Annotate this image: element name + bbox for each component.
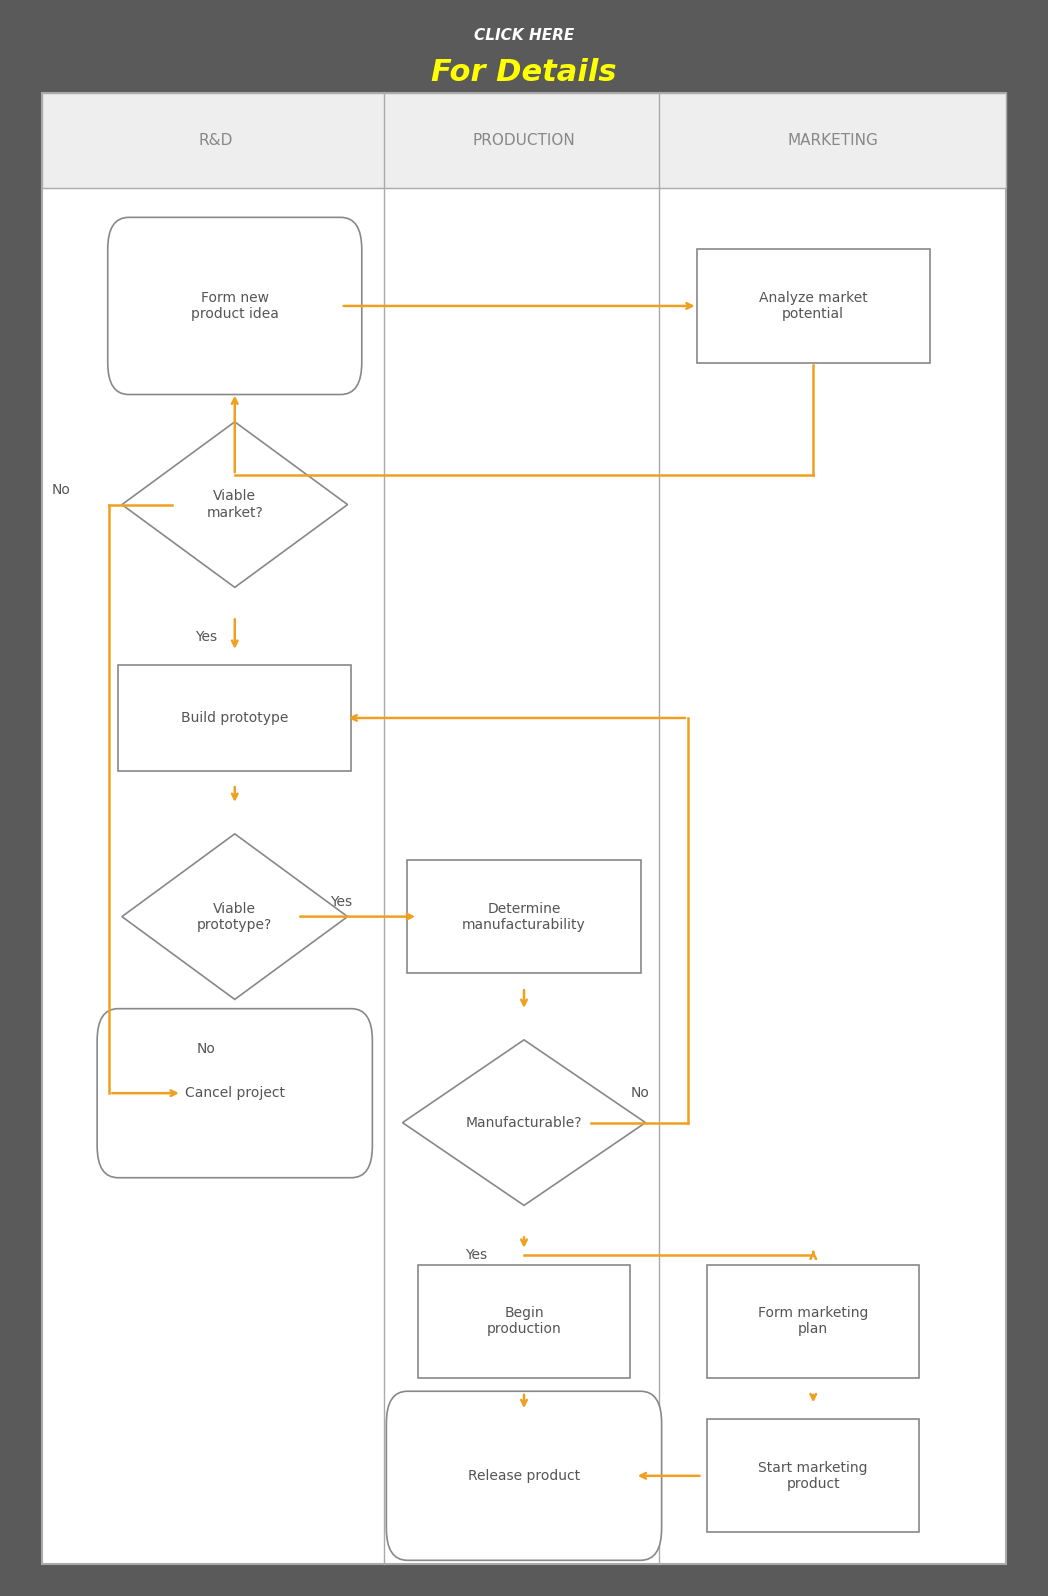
Text: Analyze market
potential: Analyze market potential <box>759 290 868 321</box>
Text: Form new
product idea: Form new product idea <box>191 290 279 321</box>
Text: PRODUCTION: PRODUCTION <box>473 132 575 148</box>
Text: Build prototype: Build prototype <box>181 710 288 725</box>
Text: Form marketing
plan: Form marketing plan <box>758 1306 869 1336</box>
FancyBboxPatch shape <box>418 1264 630 1377</box>
Text: No: No <box>196 1042 215 1057</box>
Text: For Details: For Details <box>431 57 617 86</box>
Text: Begin
production: Begin production <box>486 1306 562 1336</box>
FancyBboxPatch shape <box>108 217 362 394</box>
FancyBboxPatch shape <box>42 93 1006 188</box>
FancyBboxPatch shape <box>408 860 640 974</box>
Text: R&D: R&D <box>198 132 233 148</box>
Text: No: No <box>630 1087 649 1100</box>
FancyBboxPatch shape <box>707 1264 919 1377</box>
Text: Viable
prototype?: Viable prototype? <box>197 902 272 932</box>
Text: Yes: Yes <box>195 630 217 645</box>
Text: Yes: Yes <box>464 1248 487 1262</box>
Text: CLICK HERE: CLICK HERE <box>474 27 574 43</box>
Text: Determine
manufacturability: Determine manufacturability <box>462 902 586 932</box>
Text: Start marketing
product: Start marketing product <box>759 1460 868 1491</box>
FancyBboxPatch shape <box>387 1392 661 1561</box>
Text: Cancel project: Cancel project <box>184 1087 285 1100</box>
Text: Release product: Release product <box>468 1468 580 1483</box>
Text: Yes: Yes <box>330 895 352 908</box>
Polygon shape <box>402 1041 646 1205</box>
Text: Viable
market?: Viable market? <box>206 490 263 520</box>
Polygon shape <box>122 833 348 999</box>
FancyBboxPatch shape <box>697 249 930 362</box>
FancyBboxPatch shape <box>118 666 351 771</box>
Polygon shape <box>122 421 348 587</box>
FancyBboxPatch shape <box>97 1009 372 1178</box>
FancyBboxPatch shape <box>0 0 1048 93</box>
Text: Manufacturable?: Manufacturable? <box>465 1116 583 1130</box>
FancyBboxPatch shape <box>42 93 1006 1564</box>
Text: No: No <box>51 484 70 496</box>
FancyBboxPatch shape <box>707 1419 919 1532</box>
Text: MARKETING: MARKETING <box>787 132 878 148</box>
